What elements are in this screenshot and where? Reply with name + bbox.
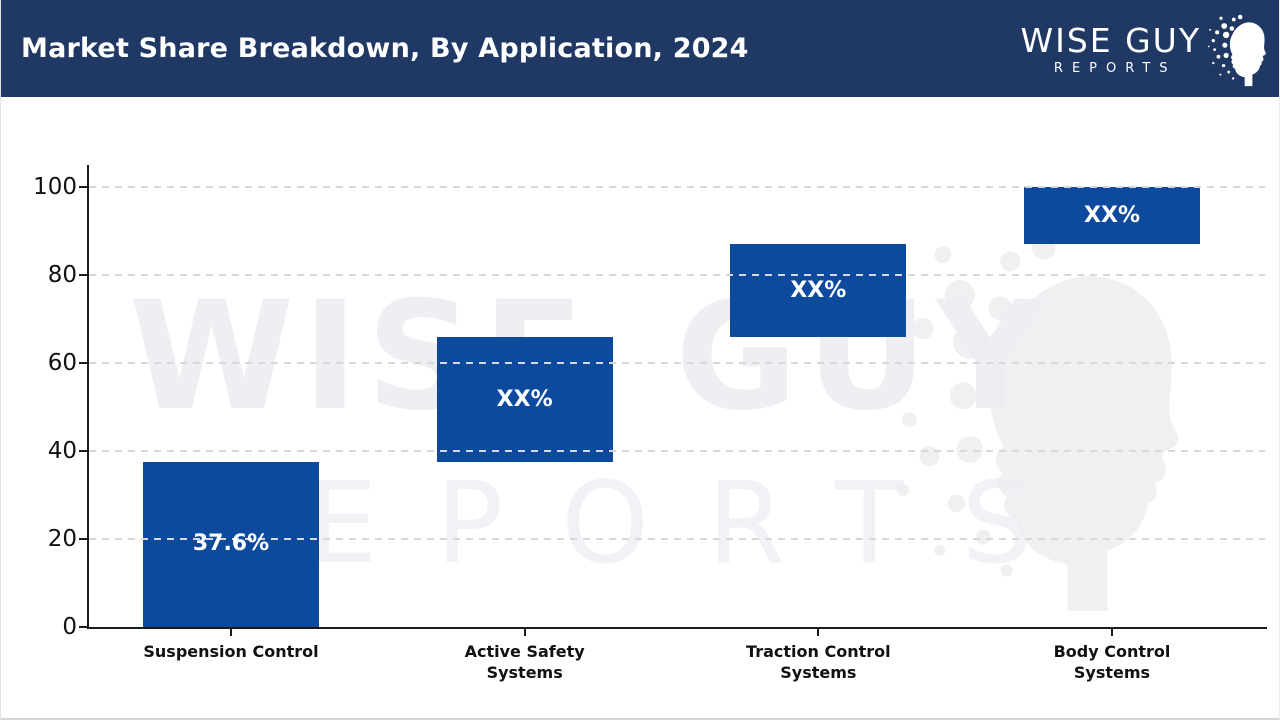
gridline <box>89 274 1265 276</box>
y-tick-label: 60 <box>47 350 77 376</box>
logo-subtitle: REPORTS <box>1053 60 1177 76</box>
y-tick-label: 20 <box>47 526 77 552</box>
x-tick-label-line: Suspension Control <box>143 642 319 661</box>
x-tick <box>523 629 526 636</box>
bar-value-label: XX% <box>790 277 847 303</box>
gridline <box>89 362 1265 364</box>
logo-wordmark: WISE GUY <box>1020 20 1201 60</box>
x-tick-label: Body Control Systems <box>965 641 1259 683</box>
y-tick-label: 80 <box>47 262 77 288</box>
x-tick-label-line: Systems <box>780 663 857 682</box>
x-tick-label-line: Body Control <box>1053 642 1171 661</box>
gridline <box>89 450 1265 452</box>
y-tick-label: 100 <box>33 174 77 200</box>
gridline <box>89 186 1265 188</box>
x-tick-label: Suspension Control <box>84 641 378 662</box>
bar <box>143 461 319 627</box>
header-bar: Market Share Breakdown, By Application, … <box>1 0 1279 97</box>
y-tick <box>79 186 89 188</box>
x-tick-label: Traction Control Systems <box>671 641 965 683</box>
x-tick-label: Active Safety Systems <box>378 641 672 683</box>
y-tick-label: 40 <box>47 438 77 464</box>
y-tick <box>79 362 89 364</box>
bar <box>730 244 907 338</box>
x-tick <box>230 629 232 636</box>
x-tick <box>1111 629 1113 636</box>
wise-guy-face-logo-icon <box>1208 14 1266 87</box>
x-tick-label-line: Systems <box>486 663 563 682</box>
bar-value-label: XX% <box>496 386 553 412</box>
bar-value-label: XX% <box>1084 202 1140 228</box>
x-axis-line <box>87 627 1267 629</box>
x-tick <box>817 629 820 636</box>
bar-value-label: 37.6% <box>192 531 270 557</box>
x-tick-label-line: Systems <box>1073 663 1151 682</box>
logo-text: WISE GUY REPORTS <box>1020 20 1201 76</box>
bar <box>436 337 613 462</box>
y-tick-label: 0 <box>62 614 77 640</box>
y-tick <box>79 450 89 452</box>
page-title: Market Share Breakdown, By Application, … <box>21 33 749 64</box>
gridline <box>89 538 1265 540</box>
y-axis-line <box>87 165 89 629</box>
x-tick-label-line: Traction Control <box>746 642 891 661</box>
wise-guy-logo: WISE GUY REPORTS <box>1007 6 1269 92</box>
bar <box>1024 187 1200 245</box>
y-tick <box>79 626 89 628</box>
y-tick <box>79 274 89 276</box>
y-tick <box>79 538 89 540</box>
x-tick-label-line: Active Safety <box>464 642 585 661</box>
